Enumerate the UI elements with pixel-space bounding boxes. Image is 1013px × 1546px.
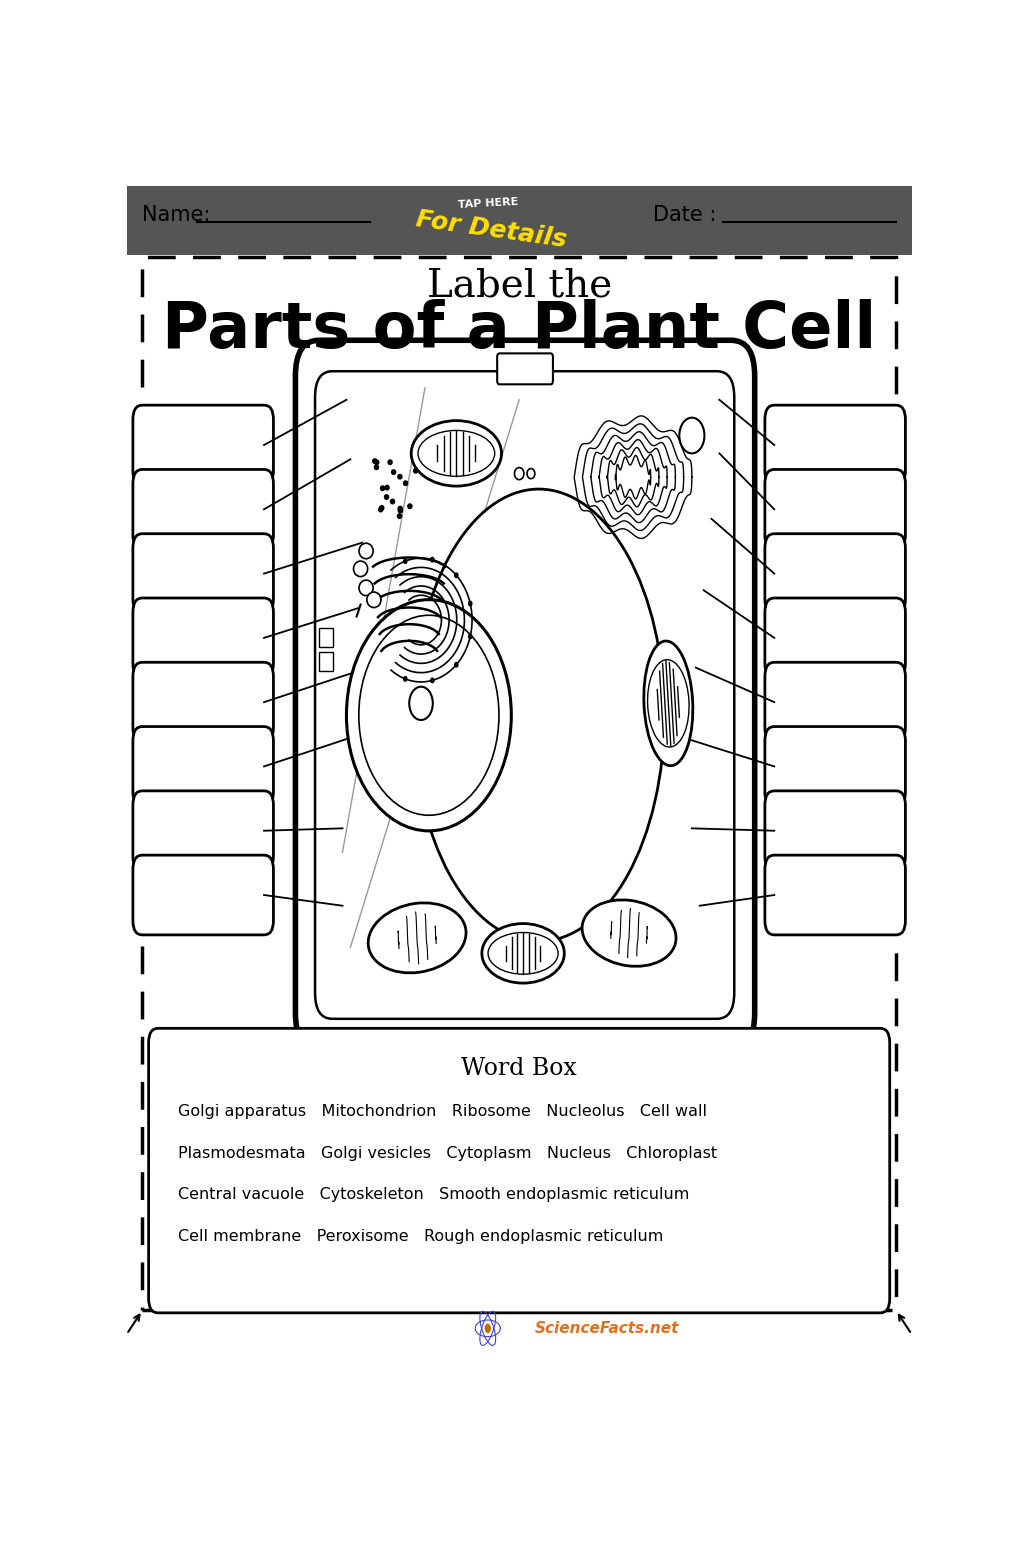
FancyBboxPatch shape [765, 727, 906, 807]
Ellipse shape [527, 468, 535, 479]
Ellipse shape [372, 458, 378, 464]
Ellipse shape [454, 572, 459, 578]
FancyBboxPatch shape [149, 1028, 889, 1313]
Ellipse shape [397, 507, 403, 513]
Ellipse shape [680, 417, 704, 453]
Bar [319, 652, 333, 671]
Text: TAP HERE: TAP HERE [457, 196, 519, 210]
Ellipse shape [390, 498, 395, 504]
Ellipse shape [384, 484, 390, 490]
Ellipse shape [431, 557, 435, 563]
Ellipse shape [387, 459, 393, 465]
Ellipse shape [397, 513, 402, 519]
FancyBboxPatch shape [315, 371, 734, 1019]
Ellipse shape [378, 507, 383, 513]
Text: For Details: For Details [414, 207, 568, 252]
Text: Date :: Date : [652, 206, 716, 226]
Ellipse shape [354, 561, 368, 577]
Ellipse shape [391, 468, 396, 475]
Ellipse shape [484, 1323, 491, 1333]
Ellipse shape [379, 506, 385, 510]
Text: ScienceFacts.net: ScienceFacts.net [535, 1320, 680, 1336]
Text: Plasmodesmata   Golgi vesicles   Cytoplasm   Nucleus   Chloroplast: Plasmodesmata Golgi vesicles Cytoplasm N… [177, 1146, 717, 1161]
Ellipse shape [582, 900, 676, 966]
FancyBboxPatch shape [133, 662, 274, 742]
Ellipse shape [380, 485, 385, 492]
Text: Label the: Label the [426, 267, 612, 305]
Ellipse shape [407, 502, 412, 509]
FancyBboxPatch shape [765, 662, 906, 742]
FancyBboxPatch shape [765, 598, 906, 677]
Ellipse shape [515, 467, 524, 479]
Bar [142, 257, 897, 1311]
Ellipse shape [482, 923, 564, 983]
Ellipse shape [403, 481, 408, 485]
FancyBboxPatch shape [133, 598, 274, 677]
Text: Name:: Name: [142, 206, 211, 226]
Ellipse shape [367, 592, 381, 608]
FancyBboxPatch shape [765, 792, 906, 870]
Ellipse shape [468, 600, 473, 606]
FancyBboxPatch shape [133, 405, 274, 485]
FancyBboxPatch shape [133, 855, 274, 935]
Text: Golgi apparatus   Mitochondrion   Ribosome   Nucleolus   Cell wall: Golgi apparatus Mitochondrion Ribosome N… [177, 1104, 707, 1119]
Ellipse shape [346, 600, 512, 830]
Text: Parts of a Plant Cell: Parts of a Plant Cell [162, 298, 876, 360]
Ellipse shape [359, 543, 373, 558]
FancyBboxPatch shape [133, 533, 274, 614]
FancyBboxPatch shape [765, 855, 906, 935]
FancyBboxPatch shape [133, 727, 274, 807]
Ellipse shape [403, 558, 407, 564]
Ellipse shape [374, 459, 380, 465]
Ellipse shape [413, 468, 418, 473]
Bar [127, 186, 912, 255]
FancyBboxPatch shape [765, 533, 906, 614]
Text: Word Box: Word Box [461, 1057, 577, 1081]
Ellipse shape [409, 686, 433, 720]
Ellipse shape [454, 662, 459, 668]
FancyBboxPatch shape [765, 470, 906, 549]
FancyBboxPatch shape [296, 340, 755, 1048]
FancyBboxPatch shape [765, 405, 906, 485]
Ellipse shape [397, 506, 403, 512]
FancyBboxPatch shape [133, 792, 274, 870]
Ellipse shape [374, 464, 379, 470]
Text: Cell membrane   Peroxisome   Rough endoplasmic reticulum: Cell membrane Peroxisome Rough endoplasm… [177, 1229, 664, 1245]
Ellipse shape [468, 634, 473, 640]
Ellipse shape [413, 489, 665, 942]
FancyBboxPatch shape [497, 354, 553, 385]
Ellipse shape [368, 903, 466, 972]
Ellipse shape [411, 421, 501, 485]
Ellipse shape [359, 580, 373, 595]
Ellipse shape [397, 473, 402, 479]
Ellipse shape [431, 677, 435, 683]
Text: Central vacuole   Cytoskeleton   Smooth endoplasmic reticulum: Central vacuole Cytoskeleton Smooth endo… [177, 1187, 689, 1203]
FancyBboxPatch shape [133, 470, 274, 549]
Ellipse shape [644, 642, 693, 765]
Ellipse shape [403, 676, 407, 682]
Ellipse shape [384, 495, 389, 499]
Bar [319, 628, 333, 648]
